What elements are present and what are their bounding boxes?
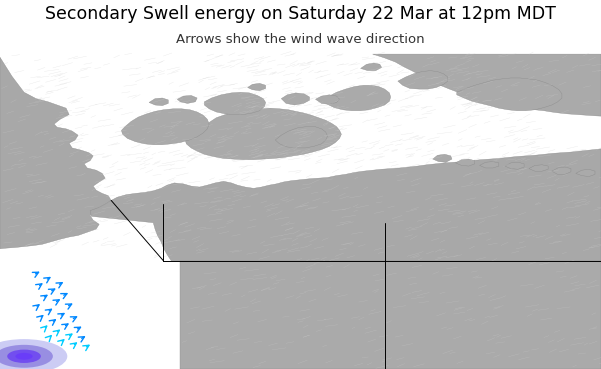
Ellipse shape [16,353,32,360]
Polygon shape [281,93,310,105]
Polygon shape [0,57,111,249]
Ellipse shape [0,345,53,368]
Polygon shape [552,167,571,174]
Polygon shape [373,54,601,116]
Polygon shape [505,162,524,169]
Polygon shape [325,85,391,111]
Polygon shape [90,149,601,261]
Polygon shape [316,95,340,104]
Text: Secondary Swell energy on Saturday 22 Mar at 12pm MDT: Secondary Swell energy on Saturday 22 Ma… [45,5,556,23]
Polygon shape [576,169,595,176]
Text: Arrows show the wind wave direction: Arrows show the wind wave direction [176,33,425,46]
Polygon shape [180,261,601,369]
Ellipse shape [0,339,67,369]
Polygon shape [121,109,209,145]
Polygon shape [177,96,197,103]
Polygon shape [456,159,475,166]
Polygon shape [457,78,562,111]
Polygon shape [361,63,382,70]
Polygon shape [480,162,499,168]
Ellipse shape [7,349,41,363]
Polygon shape [204,92,266,114]
Polygon shape [398,70,448,89]
Polygon shape [248,83,266,91]
Polygon shape [185,108,341,160]
Polygon shape [275,127,328,148]
Polygon shape [529,165,548,171]
Polygon shape [433,154,452,162]
Polygon shape [149,98,168,106]
